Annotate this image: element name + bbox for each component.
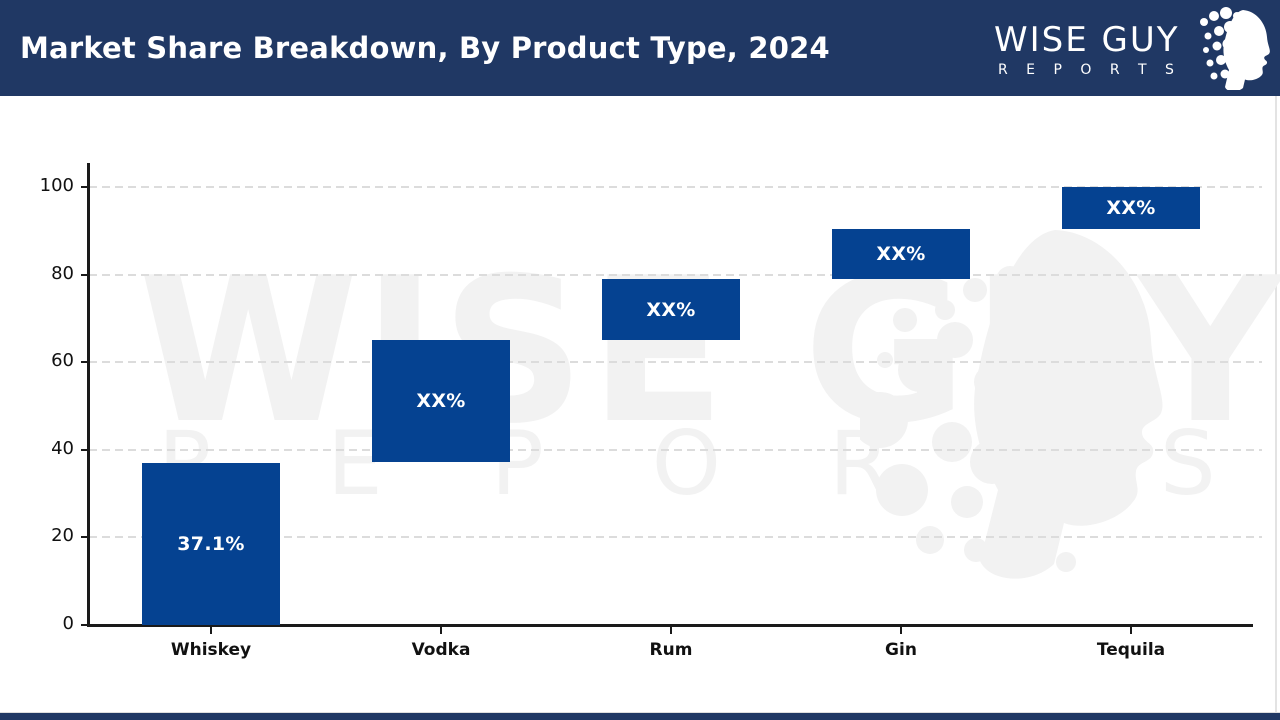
y-tick-0 xyxy=(81,624,89,626)
bar-value-label-gin: XX% xyxy=(876,242,926,265)
x-category-label-vodka: Vodka xyxy=(411,640,471,660)
bar-value-label-rum: XX% xyxy=(646,298,696,321)
y-tick-40 xyxy=(81,448,89,451)
x-tick-tequila xyxy=(1130,627,1132,634)
header-bar: Market Share Breakdown, By Product Type,… xyxy=(0,0,1280,96)
x-tick-vodka xyxy=(440,627,442,634)
x-axis-line xyxy=(87,624,1253,627)
logo-reports-text: R E P O R T S xyxy=(998,62,1181,78)
logo-wise-guy-text: WISE GUY xyxy=(994,20,1180,60)
bar-whiskey: 37.1% xyxy=(142,462,280,625)
y-tick-label-60: 60 xyxy=(51,350,74,372)
x-category-label-whiskey: Whiskey xyxy=(170,640,252,660)
y-tick-80 xyxy=(81,273,89,276)
bar-value-label-whiskey: 37.1% xyxy=(177,532,245,555)
y-tick-label-100: 100 xyxy=(39,175,74,196)
bar-value-label-tequila: XX% xyxy=(1106,196,1156,219)
gridline-40 xyxy=(89,448,1262,451)
y-tick-label-0: 0 xyxy=(62,613,74,634)
bar-rum: XX% xyxy=(602,278,740,341)
logo-head-icon xyxy=(1200,7,1270,90)
bar-gin: XX% xyxy=(832,228,970,279)
right-divider-line xyxy=(1275,96,1277,712)
y-tick-label-20: 20 xyxy=(51,525,74,547)
gridline-80 xyxy=(89,273,1262,276)
x-category-label-tequila: Tequila xyxy=(1096,640,1166,660)
y-tick-label-40: 40 xyxy=(51,437,74,459)
y-axis-line xyxy=(87,163,90,627)
y-tick-label-80: 80 xyxy=(51,262,74,284)
x-tick-rum xyxy=(670,627,672,634)
y-tick-100 xyxy=(81,186,89,188)
wise-guy-reports-logo: WISE GUY R E P O R T S xyxy=(982,4,1272,92)
y-tick-60 xyxy=(81,361,89,364)
bar-tequila: XX% xyxy=(1062,187,1200,229)
footer-bar xyxy=(0,713,1280,720)
x-category-label-rum: Rum xyxy=(649,640,693,660)
chart-title: Market Share Breakdown, By Product Type,… xyxy=(20,31,830,65)
gridline-20 xyxy=(89,536,1262,539)
x-tick-whiskey xyxy=(210,627,212,634)
bar-vodka: XX% xyxy=(372,340,510,463)
gridline-60 xyxy=(89,361,1262,364)
x-category-label-gin: Gin xyxy=(885,640,917,660)
y-tick-20 xyxy=(81,536,89,539)
x-tick-gin xyxy=(900,627,902,634)
bar-value-label-vodka: XX% xyxy=(416,390,466,413)
gridline-100 xyxy=(89,186,1262,188)
bottom-divider-line xyxy=(0,712,1280,713)
